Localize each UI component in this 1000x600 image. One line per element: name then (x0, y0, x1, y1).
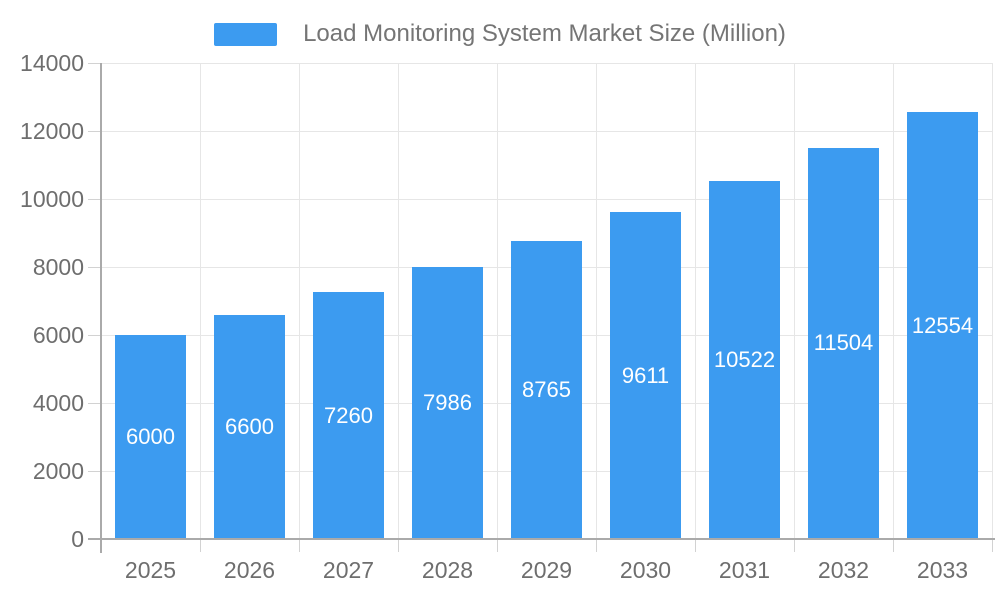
y-tick (88, 198, 101, 200)
x-gridline (397, 63, 399, 539)
x-gridline (991, 63, 993, 539)
x-tick (991, 539, 993, 552)
y-axis-tick-label: 6000 (32, 322, 84, 348)
legend-item[interactable]: Load Monitoring System Market Size (Mill… (0, 20, 1000, 48)
x-axis-tick-label: 2032 (817, 557, 870, 583)
x-gridline (595, 63, 597, 539)
y-tick (88, 470, 101, 472)
y-tick (88, 266, 101, 268)
bar[interactable] (610, 212, 681, 539)
bar[interactable] (907, 112, 978, 539)
y-tick (88, 334, 101, 336)
x-tick (595, 539, 597, 552)
x-axis-tick-label: 2026 (223, 557, 276, 583)
x-tick (496, 539, 498, 552)
legend-swatch-icon (214, 22, 278, 46)
y-tick (88, 130, 101, 132)
x-gridline (892, 63, 894, 539)
x-axis-tick-label: 2031 (718, 557, 771, 583)
y-axis-tick-label: 0 (71, 526, 84, 552)
x-axis-tick-label: 2027 (322, 557, 375, 583)
y-tick (88, 62, 101, 64)
x-gridline (694, 63, 696, 539)
x-axis-line (88, 538, 995, 540)
x-tick (694, 539, 696, 552)
y-axis-tick-label: 10000 (20, 186, 84, 212)
bar[interactable] (511, 240, 582, 539)
bar[interactable] (214, 314, 285, 539)
x-gridline (199, 63, 201, 539)
y-axis-tick-label: 2000 (32, 458, 84, 484)
x-axis-tick-label: 2033 (916, 557, 969, 583)
x-tick (793, 539, 795, 552)
x-gridline (298, 63, 300, 539)
y-gridline (101, 62, 992, 64)
x-gridline (793, 63, 795, 539)
x-axis-tick-label: 2028 (421, 557, 474, 583)
x-tick (397, 539, 399, 552)
y-tick (88, 402, 101, 404)
x-axis-tick-label: 2030 (619, 557, 672, 583)
x-gridline (496, 63, 498, 539)
y-axis-tick-label: 14000 (20, 50, 84, 76)
x-axis-tick-label: 2025 (124, 557, 177, 583)
bar[interactable] (115, 335, 186, 539)
legend-label: Load Monitoring System Market Size (Mill… (303, 20, 786, 47)
x-tick (298, 539, 300, 552)
bar[interactable] (313, 292, 384, 539)
y-gridline (101, 130, 992, 132)
bar[interactable] (412, 267, 483, 539)
y-axis-line (100, 63, 102, 553)
x-tick (199, 539, 201, 552)
bar[interactable] (709, 181, 780, 539)
bar[interactable] (808, 147, 879, 539)
y-axis-tick-label: 8000 (32, 254, 84, 280)
x-tick (892, 539, 894, 552)
x-axis-tick-label: 2029 (520, 557, 573, 583)
y-axis-tick-label: 4000 (32, 390, 84, 416)
y-axis-tick-label: 12000 (20, 118, 84, 144)
